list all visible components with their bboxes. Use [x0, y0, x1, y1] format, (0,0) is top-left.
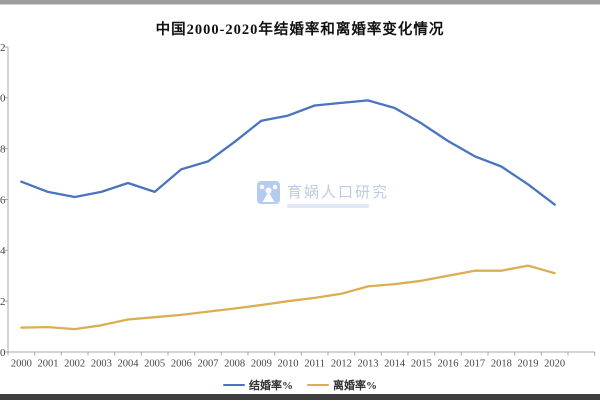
marriage-rate-line	[20, 99, 556, 206]
y-tick-label: 8	[0, 143, 6, 155]
y-tick-label: 12	[0, 42, 6, 54]
x-tick-label: 2013	[357, 359, 378, 370]
divorce-rate-line	[20, 264, 556, 331]
x-tick-label: 2012	[331, 359, 352, 370]
x-tick-label: 2014	[384, 359, 406, 370]
y-tick-label: 6	[0, 194, 6, 206]
x-tick-label: 2017	[464, 359, 485, 370]
x-tick-label: 2009	[251, 359, 272, 370]
x-tick-label: 2005	[144, 359, 165, 370]
x-tick-label: 2007	[197, 359, 218, 370]
x-tick-label: 2018	[491, 359, 512, 370]
bottom-edge-bar	[0, 394, 600, 400]
x-tick-label: 2003	[91, 359, 112, 370]
divorce-rate-legend-label: 离婚率%	[333, 380, 377, 392]
x-tick-label: 2010	[277, 359, 298, 370]
x-tick-label: 2020	[544, 359, 565, 370]
marriage-rate-legend-label: 结婚率%	[249, 380, 293, 392]
x-tick-label: 2004	[117, 359, 139, 370]
x-tick-label: 2000	[11, 359, 32, 370]
y-tick-label: 2	[0, 296, 6, 308]
y-tick-label: 0	[0, 347, 6, 359]
x-tick-label: 2006	[171, 359, 192, 370]
y-tick-label: 4	[0, 245, 6, 257]
divorce-rate-legend-swatch	[307, 383, 329, 387]
x-tick-label: 2008	[224, 359, 245, 370]
top-edge-bar	[0, 0, 600, 5]
chart-title: 中国2000-2020年结婚率和离婚率变化情况	[155, 22, 445, 38]
x-tick-label: 2016	[437, 359, 458, 370]
x-tick-label: 2019	[517, 359, 538, 370]
x-tick-label: 2011	[304, 359, 325, 370]
x-tick-label: 2002	[64, 359, 85, 370]
marriage-rate-legend-swatch	[223, 383, 245, 387]
x-tick-label: 2015	[411, 359, 432, 370]
legend-item-divorce-rate: 离婚率%	[307, 377, 377, 393]
legend-item-marriage-rate: 结婚率%	[223, 377, 293, 393]
y-tick-label: 10	[0, 93, 6, 105]
chart-legend: 结婚率% 离婚率%	[0, 378, 600, 392]
x-tick-label: 2001	[37, 359, 58, 370]
